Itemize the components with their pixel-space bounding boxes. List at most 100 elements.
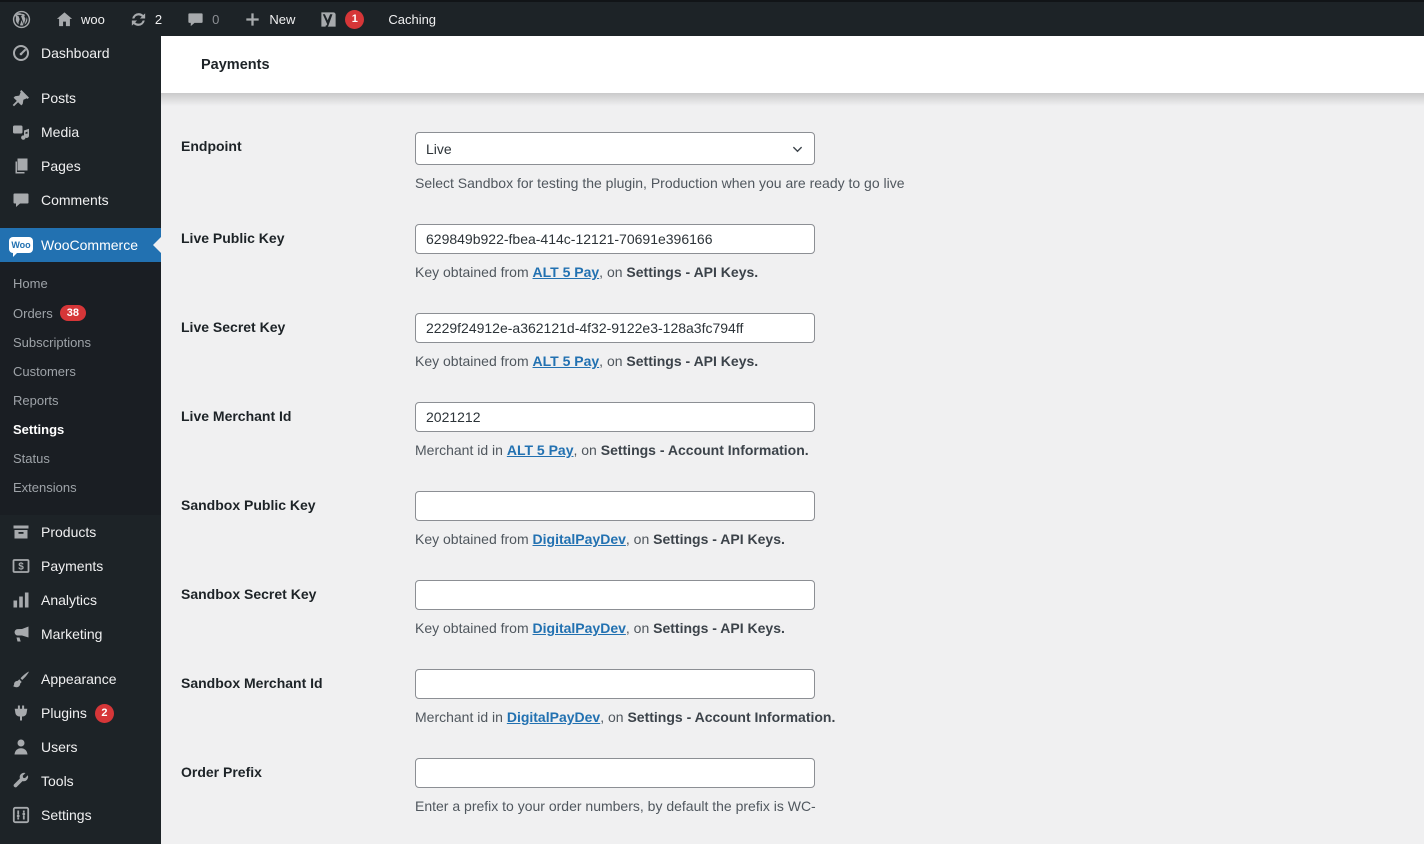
sidebar-item-label: Tools (41, 773, 74, 789)
submenu-item-label: Subscriptions (13, 335, 92, 350)
submenu-item-status[interactable]: Status (0, 444, 161, 473)
field-label: Sandbox Secret Key (181, 586, 317, 602)
help-link[interactable]: DigitalPayDev (532, 620, 626, 636)
site-name-button[interactable]: woo (43, 2, 117, 36)
submenu-item-label: Extensions (13, 480, 77, 495)
sidebar-item-posts[interactable]: Posts (0, 81, 161, 115)
field-label: Live Public Key (181, 230, 285, 246)
caching-button[interactable]: Caching (376, 2, 448, 36)
sidebar-item-dashboard[interactable]: Dashboard (0, 36, 161, 70)
form-row-live-secret-key: Live Secret Key Key obtained from ALT 5 P… (181, 313, 1424, 371)
woocommerce-submenu: Home Orders 38 Subscriptions Customers Report… (0, 262, 161, 515)
submenu-item-label: Customers (13, 364, 76, 379)
help-text-segment: Settings - API Keys. (626, 264, 759, 280)
page-title: Payments (201, 56, 270, 73)
main-content: Payments Endpoint Live Select Sandbox for … (161, 36, 1424, 844)
form-row-sandbox-merchant-id: Sandbox Merchant Id Merchant id in Digita… (181, 669, 1424, 727)
sidebar-item-plugins[interactable]: Plugins 2 (0, 696, 161, 730)
sidebar-item-users[interactable]: Users (0, 730, 161, 764)
field-control: Enter a prefix to your order numbers, by… (415, 758, 1424, 816)
help-link[interactable]: DigitalPayDev (506, 709, 601, 725)
field-help-text: Key obtained from DigitalPayDev, on Sett… (415, 530, 1424, 549)
settings-form: Endpoint Live Select Sandbox for testing t… (161, 106, 1424, 816)
field-label: Live Secret Key (181, 319, 286, 335)
live-public-key-input[interactable] (415, 224, 815, 254)
field-help-text: Enter a prefix to your order numbers, by… (415, 797, 1424, 816)
submenu-item-extensions[interactable]: Extensions (0, 473, 161, 502)
sidebar-item-marketing[interactable]: Marketing (0, 617, 161, 651)
field-label: Live Merchant Id (181, 408, 292, 424)
yoast-seo-button[interactable]: 1 (307, 2, 376, 36)
sidebar-item-label: Dashboard (41, 45, 110, 61)
sidebar-item-settings[interactable]: Settings (0, 798, 161, 832)
help-text-segment: , on (573, 442, 601, 458)
form-row-sandbox-secret-key: Sandbox Secret Key Key obtained from Digi… (181, 580, 1424, 638)
sidebar-item-tools[interactable]: Tools (0, 764, 161, 798)
sidebar-item-woocommerce[interactable]: Woo WooCommerce (0, 228, 161, 262)
sidebar-item-label: Analytics (41, 592, 98, 608)
help-link[interactable]: ALT 5 Pay (506, 442, 574, 458)
sidebar-item-label: Users (41, 739, 78, 755)
help-link[interactable]: ALT 5 Pay (532, 353, 600, 369)
sidebar-item-analytics[interactable]: Analytics (0, 583, 161, 617)
help-text-segment: , on (625, 620, 654, 636)
help-text-segment: Settings - API Keys. (626, 353, 759, 369)
form-row-order-prefix: Order Prefix Enter a prefix to your order… (181, 758, 1424, 816)
field-control: Key obtained from DigitalPayDev, on Sett… (415, 580, 1424, 638)
plugins-icon (11, 703, 31, 723)
updates-button[interactable]: 2 (117, 2, 174, 36)
plus-icon (243, 10, 262, 29)
sandbox-public-key-input[interactable] (415, 491, 815, 521)
wordpress-logo-icon (12, 10, 31, 29)
sidebar-count-badge: 2 (94, 703, 114, 723)
form-row-endpoint: Endpoint Live Select Sandbox for testing t… (181, 132, 1424, 193)
sidebar-item-label: WooCommerce (41, 237, 138, 253)
home-icon (55, 10, 74, 29)
submenu-item-reports[interactable]: Reports (0, 386, 161, 415)
sidebar-item-label: Payments (41, 558, 104, 574)
woocommerce-icon: Woo (9, 237, 33, 257)
sidebar-item-comments[interactable]: Comments (0, 183, 161, 217)
help-text-segment: Settings - Account Information. (627, 709, 836, 725)
help-link[interactable]: ALT 5 Pay (532, 264, 600, 280)
order-prefix-input[interactable] (415, 758, 815, 788)
submenu-item-subscriptions[interactable]: Subscriptions (0, 328, 161, 357)
sandbox-secret-key-input[interactable] (415, 580, 815, 610)
sandbox-merchant-id-input[interactable] (415, 669, 815, 699)
sidebar-item-payments[interactable]: $ Payments (0, 549, 161, 583)
field-label: Endpoint (181, 138, 242, 154)
help-text-segment: Enter a prefix to your order numbers, by… (415, 798, 816, 814)
dashboard-icon (11, 43, 31, 63)
sidebar-item-appearance[interactable]: Appearance (0, 662, 161, 696)
help-text-segment: Settings - API Keys. (653, 620, 785, 636)
endpoint-select[interactable]: Live (415, 132, 815, 165)
sidebar-item-media[interactable]: Media (0, 115, 161, 149)
live-merchant-id-input[interactable] (415, 402, 815, 432)
submenu-item-settings[interactable]: Settings (0, 415, 161, 444)
live-secret-key-input[interactable] (415, 313, 815, 343)
wordpress-logo-button[interactable] (0, 2, 43, 36)
help-text-segment: Settings - API Keys. (653, 531, 785, 547)
help-text-segment: , on (600, 709, 628, 725)
yoast-notification-badge: 1 (345, 9, 365, 29)
submenu-item-home[interactable]: Home (0, 269, 161, 298)
comments-button[interactable]: 0 (174, 2, 231, 36)
sidebar-item-label: Media (41, 124, 80, 140)
comment-icon (11, 190, 31, 210)
help-link[interactable]: DigitalPayDev (532, 531, 626, 547)
sidebar-item-label: Marketing (41, 626, 103, 642)
orders-count-badge: 38 (59, 305, 86, 321)
submenu-item-customers[interactable]: Customers (0, 357, 161, 386)
tools-icon (11, 771, 31, 791)
field-control: Live Select Sandbox for testing the plugi… (415, 132, 1424, 193)
sidebar-item-products[interactable]: Products (0, 515, 161, 549)
sidebar-item-label: Plugins (41, 705, 87, 721)
sidebar-item-pages[interactable]: Pages (0, 149, 161, 183)
field-help-text: Select Sandbox for testing the plugin, P… (415, 174, 1424, 193)
marketing-icon (11, 624, 31, 644)
submenu-item-label: Reports (13, 393, 59, 408)
new-content-button[interactable]: New (231, 2, 307, 36)
sidebar-item-label: Posts (41, 90, 77, 106)
submenu-item-orders[interactable]: Orders 38 (0, 298, 161, 328)
pushpin-icon (11, 88, 31, 108)
